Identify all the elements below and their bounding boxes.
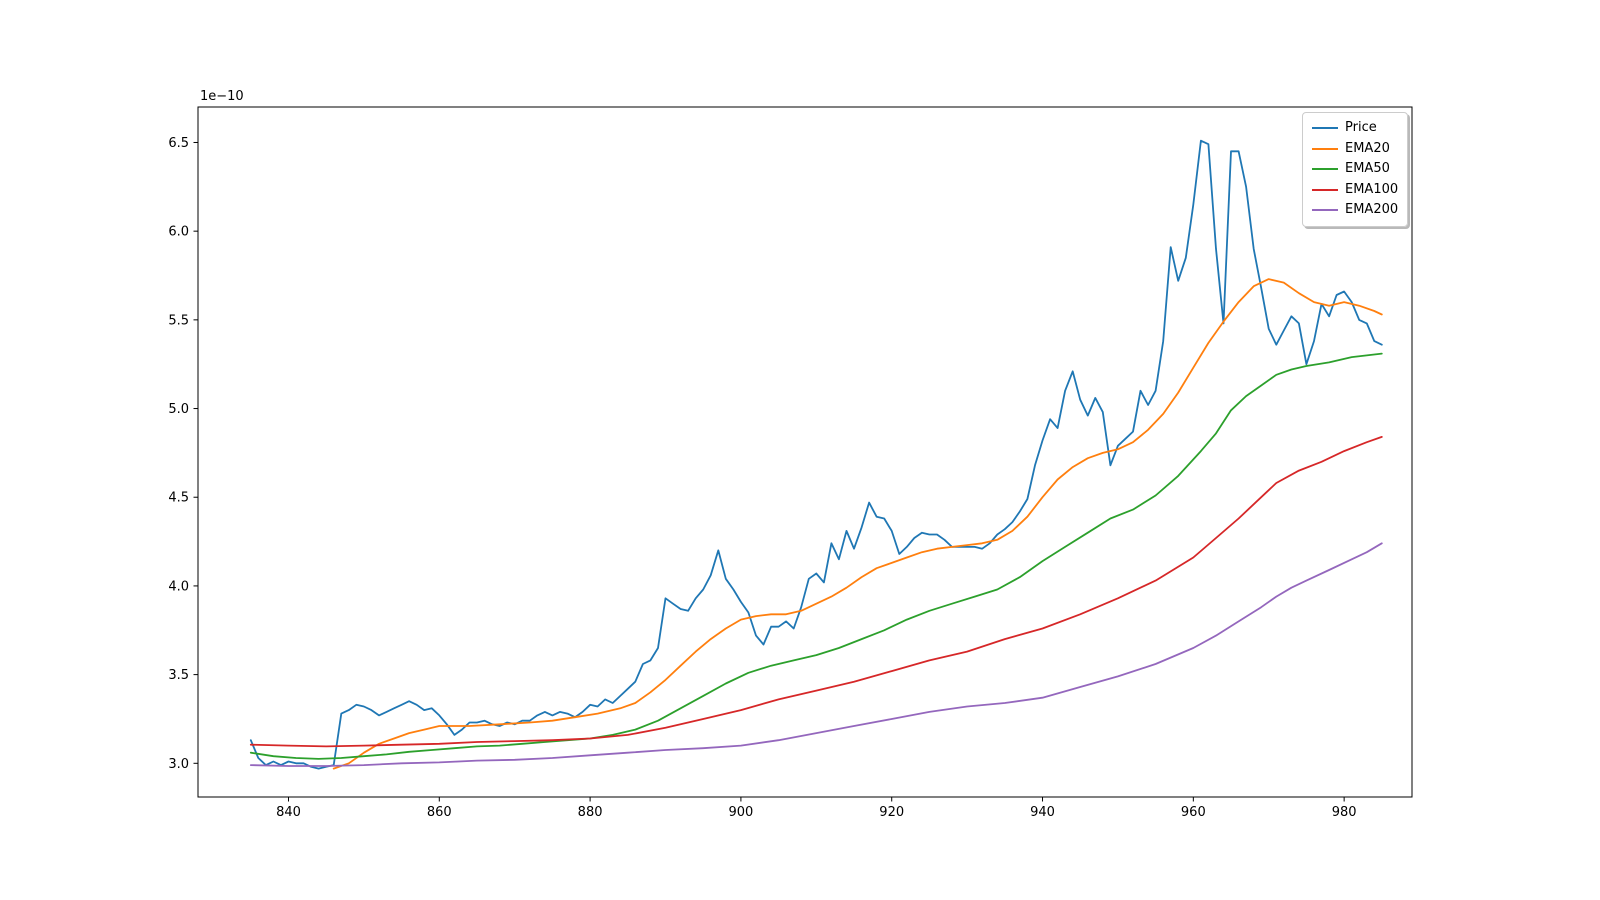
y-tick-label: 6.5 [168,136,189,151]
ema50-line [249,352,1383,760]
legend-item-price: Price [1312,118,1398,139]
ema20-line [332,278,1383,770]
x-tick-label: 840 [276,805,301,820]
legend-item-ema20: EMA20 [1312,139,1398,160]
legend-line-swatch [1312,127,1338,130]
y-tick-label: 3.0 [168,757,189,772]
legend-label: EMA20 [1345,140,1390,156]
y-tick-label: 5.5 [168,313,189,328]
series-lines [249,139,1383,770]
y-tick-label: 3.5 [168,668,189,683]
axes: 840 860 880 900 920 940 960 980 3.0 3.5 4.0 4.5 5.0 5… [168,136,1356,820]
plot-border [197,106,1413,798]
legend: Price EMA20 EMA50 EMA100 EMA200 [1302,112,1409,227]
x-tick-label: 880 [578,805,603,820]
legend-item-ema50: EMA50 [1312,159,1398,180]
y-tick-label: 5.0 [168,402,189,417]
legend-line-swatch [1312,188,1338,191]
y-tick-label: 6.0 [168,225,189,240]
legend-line-swatch [1312,147,1338,150]
legend-label: EMA100 [1345,181,1399,197]
legend-label: Price [1345,120,1377,135]
x-tick-label: 960 [1181,805,1206,820]
ema100-line [249,435,1383,748]
legend-item-ema200: EMA200 [1312,200,1398,221]
x-tick-label: 900 [728,805,753,820]
x-tick-label: 940 [1030,805,1055,820]
y-axis-offset-label: 1e−10 [200,89,244,104]
ema200-line [249,542,1383,767]
price-line [249,139,1383,770]
y-tick-label: 4.5 [168,491,189,506]
x-tick-label: 920 [879,805,904,820]
legend-item-ema100: EMA100 [1312,180,1398,201]
legend-line-swatch [1312,209,1338,212]
legend-line-swatch [1312,168,1338,171]
x-tick-label: 980 [1332,805,1357,820]
legend-label: EMA200 [1345,202,1399,217]
legend-label: EMA50 [1345,161,1390,176]
y-tick-label: 4.0 [168,579,189,594]
x-tick-label: 860 [427,805,452,820]
